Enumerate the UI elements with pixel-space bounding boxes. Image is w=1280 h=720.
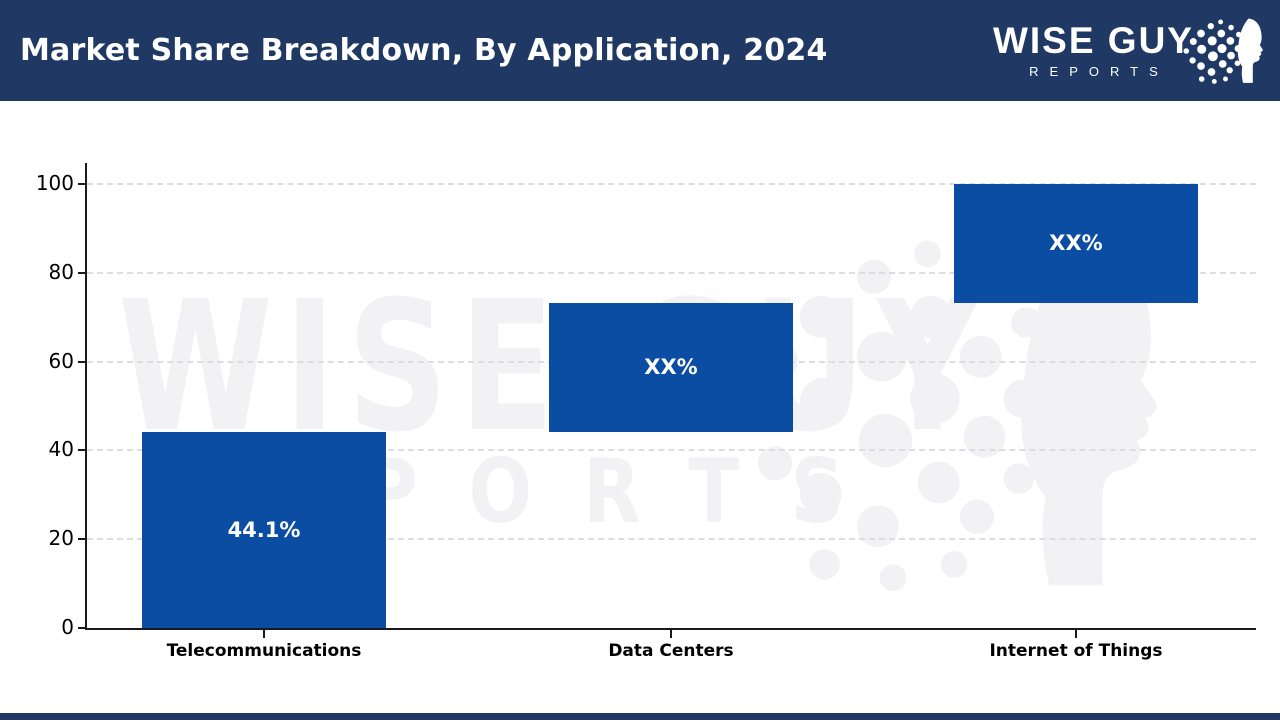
bar-value-label-internet-of-things: XX% xyxy=(1049,231,1103,256)
gridline-20 xyxy=(87,538,1256,541)
bar-data-centers: XX% xyxy=(549,302,793,433)
brand-logo: WISE GUY REPORTS xyxy=(993,9,1264,93)
y-tick-label-0: 0 xyxy=(61,615,74,639)
y-tick-60 xyxy=(78,360,86,363)
chart-title: Market Share Breakdown, By Application, … xyxy=(20,33,828,68)
gridline-100 xyxy=(87,183,1256,185)
bar-internet-of-things: XX% xyxy=(954,184,1198,303)
y-tick-label-80: 80 xyxy=(48,259,74,284)
y-tick-40 xyxy=(78,449,86,452)
bar-telecommunications: 44.1% xyxy=(142,432,386,628)
x-axis-label-internet-of-things: Internet of Things xyxy=(989,641,1163,661)
y-tick-80 xyxy=(78,271,86,274)
y-tick-label-60: 60 xyxy=(48,348,74,373)
brand-logo-text: WISE GUY REPORTS xyxy=(993,22,1194,79)
bar-value-label-data-centers: XX% xyxy=(644,355,698,380)
y-tick-20 xyxy=(78,538,86,541)
x-tick-internet-of-things xyxy=(1075,630,1077,638)
footer-bar xyxy=(0,713,1280,720)
bar-value-label-telecommunications: 44.1% xyxy=(227,518,301,543)
y-tick-label-40: 40 xyxy=(48,437,74,462)
brand-name: WISE GUY xyxy=(992,20,1194,61)
y-tick-label-100: 100 xyxy=(35,171,74,195)
x-tick-telecommunications xyxy=(263,630,265,638)
x-axis-label-telecommunications: Telecommunications xyxy=(166,641,362,661)
y-tick-100 xyxy=(78,183,86,185)
y-tick-label-20: 20 xyxy=(48,526,74,551)
x-axis-label-data-centers: Data Centers xyxy=(608,641,734,661)
header-bar: Market Share Breakdown, By Application, … xyxy=(0,0,1280,101)
y-axis-line xyxy=(85,163,87,630)
face-profile-dots-icon xyxy=(1183,17,1263,84)
x-tick-data-centers xyxy=(670,630,672,638)
y-tick-0 xyxy=(78,627,86,629)
gridline-80 xyxy=(87,271,1256,274)
brand-subtitle: REPORTS xyxy=(1029,64,1169,79)
x-axis-line xyxy=(85,628,1256,630)
gridline-40 xyxy=(87,449,1256,452)
